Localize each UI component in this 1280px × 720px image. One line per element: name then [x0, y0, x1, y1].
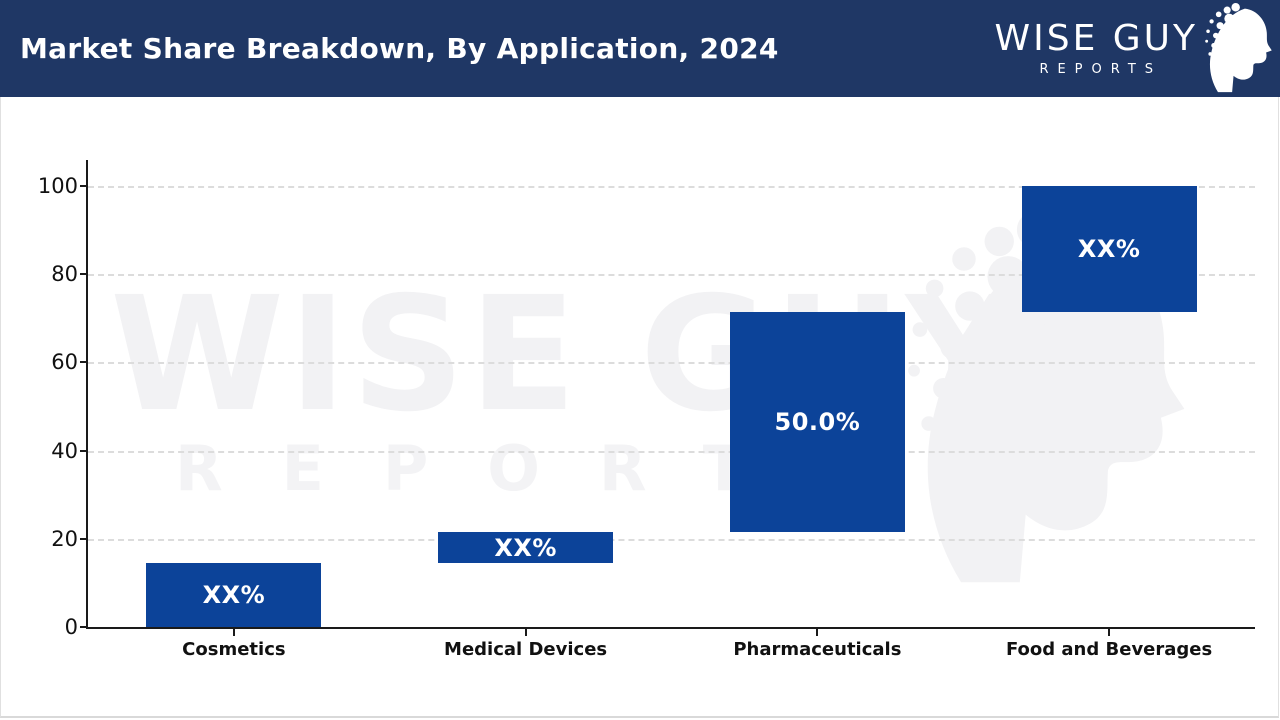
bar: XX%	[438, 532, 614, 564]
x-axis-spine	[86, 627, 1255, 629]
y-tick-label: 40	[51, 438, 78, 463]
y-tick-mark	[80, 449, 88, 452]
y-tick-mark	[80, 537, 88, 540]
x-axis-category-label: Pharmaceuticals	[733, 639, 902, 660]
y-tick-label: 100	[37, 174, 78, 198]
x-tick-mark	[232, 629, 235, 636]
y-gridline-60	[88, 362, 1255, 365]
y-tick-label: 0	[64, 615, 78, 639]
bar: XX%	[1021, 186, 1197, 312]
y-tick-mark	[80, 185, 88, 187]
x-axis-category-label: Food and Beverages	[1005, 639, 1213, 660]
bar-value-label: 50.0%	[774, 407, 861, 436]
x-tick-mark	[524, 629, 527, 636]
chart-title: Market Share Breakdown, By Application, …	[20, 32, 779, 65]
x-tick-mark	[816, 629, 819, 636]
y-tick-label: 20	[51, 526, 78, 551]
wise-guy-reports-logo: WISE GUY REPORTS	[995, 0, 1277, 97]
logo-text: WISE GUY REPORTS	[994, 17, 1199, 77]
x-tick-mark	[1108, 629, 1111, 636]
bar: 50.0%	[729, 311, 905, 533]
y-tick-label: 80	[51, 262, 78, 287]
y-tick-mark	[80, 361, 88, 364]
logo-subtitle: REPORTS	[1039, 61, 1163, 77]
y-gridline-20	[88, 538, 1255, 541]
y-gridline-80	[88, 274, 1255, 277]
y-axis-spine	[86, 160, 88, 629]
y-tick-mark	[80, 626, 88, 628]
bar-value-label: XX%	[1077, 234, 1141, 263]
x-axis-category-label: Cosmetics	[182, 639, 286, 660]
bar-value-label: XX%	[494, 533, 557, 562]
bar: XX%	[146, 563, 322, 627]
logo-wordmark: WISE GUY	[994, 17, 1198, 59]
y-tick-mark	[80, 273, 88, 276]
y-gridline-40	[88, 450, 1255, 453]
y-tick-label: 60	[51, 350, 78, 375]
header-bar: Market Share Breakdown, By Application, …	[0, 0, 1280, 97]
x-axis-category-label: Medical Devices	[444, 639, 608, 660]
bar-value-label: XX%	[202, 581, 266, 610]
y-gridline-100	[88, 186, 1255, 188]
